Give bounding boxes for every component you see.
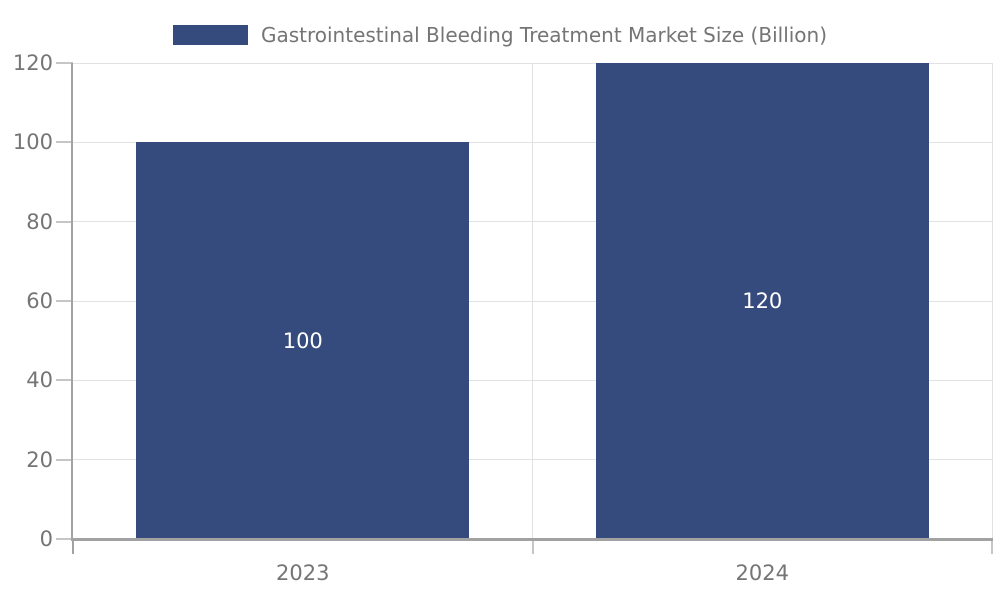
y-tick xyxy=(56,300,73,302)
y-tick xyxy=(56,538,73,540)
x-tick-label: 2023 xyxy=(276,561,330,585)
y-tick-label: 20 xyxy=(26,447,53,472)
y-tick xyxy=(56,220,73,223)
y-tick-label: 120 xyxy=(12,51,53,75)
y-tick xyxy=(56,62,73,64)
legend-label: Gastrointestinal Bleeding Treatment Mark… xyxy=(260,23,828,47)
gridline-x xyxy=(991,63,993,539)
x-tick xyxy=(991,539,993,554)
y-tick-label: 60 xyxy=(26,289,53,313)
bar xyxy=(136,142,470,539)
gridline-x xyxy=(532,63,533,539)
x-tick-label: 2024 xyxy=(735,561,789,585)
x-tick xyxy=(72,539,74,554)
legend-swatch xyxy=(172,25,248,45)
y-axis-line xyxy=(71,63,73,539)
x-axis-line xyxy=(71,537,993,541)
y-tick-label: 40 xyxy=(26,368,53,393)
bar-value-label: 120 xyxy=(742,289,783,313)
legend: Gastrointestinal Bleeding Treatment Mark… xyxy=(0,24,1000,46)
y-tick-label: 80 xyxy=(26,209,53,234)
x-tick xyxy=(531,539,534,554)
bar xyxy=(595,63,929,539)
y-tick-label: 0 xyxy=(39,527,53,551)
y-tick xyxy=(56,458,73,461)
y-tick-label: 100 xyxy=(12,130,53,155)
bar-value-label: 100 xyxy=(282,328,323,353)
y-tick xyxy=(56,141,73,144)
y-tick xyxy=(56,379,73,382)
